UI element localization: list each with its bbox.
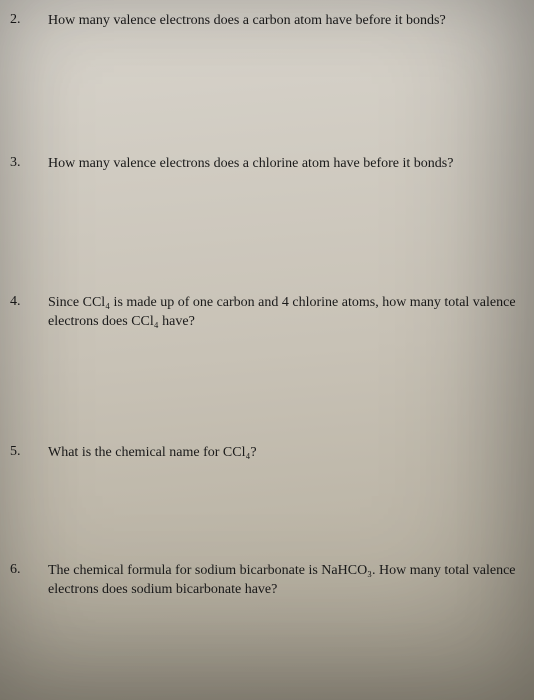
question-number: 3. xyxy=(8,155,42,171)
worksheet-page: 2. How many valence electrons does a car… xyxy=(0,0,534,700)
question-number: 2. xyxy=(8,12,42,28)
question-text: What is the chemical name for CCl₄? xyxy=(42,444,516,463)
question-5: 5. What is the chemical name for CCl₄? xyxy=(8,444,516,463)
question-text: How many valence electrons does a carbon… xyxy=(42,12,516,31)
question-2: 2. How many valence electrons does a car… xyxy=(8,12,516,31)
question-number: 6. xyxy=(8,562,42,578)
question-6: 6. The chemical formula for sodium bicar… xyxy=(8,562,516,600)
question-text: Since CCl₄ is made up of one carbon and … xyxy=(42,294,516,332)
question-number: 5. xyxy=(8,444,42,460)
question-text: How many valence electrons does a chlori… xyxy=(42,155,516,174)
question-text: The chemical formula for sodium bicarbon… xyxy=(42,562,516,600)
question-4: 4. Since CCl₄ is made up of one carbon a… xyxy=(8,294,516,332)
question-number: 4. xyxy=(8,294,42,310)
question-3: 3. How many valence electrons does a chl… xyxy=(8,155,516,174)
